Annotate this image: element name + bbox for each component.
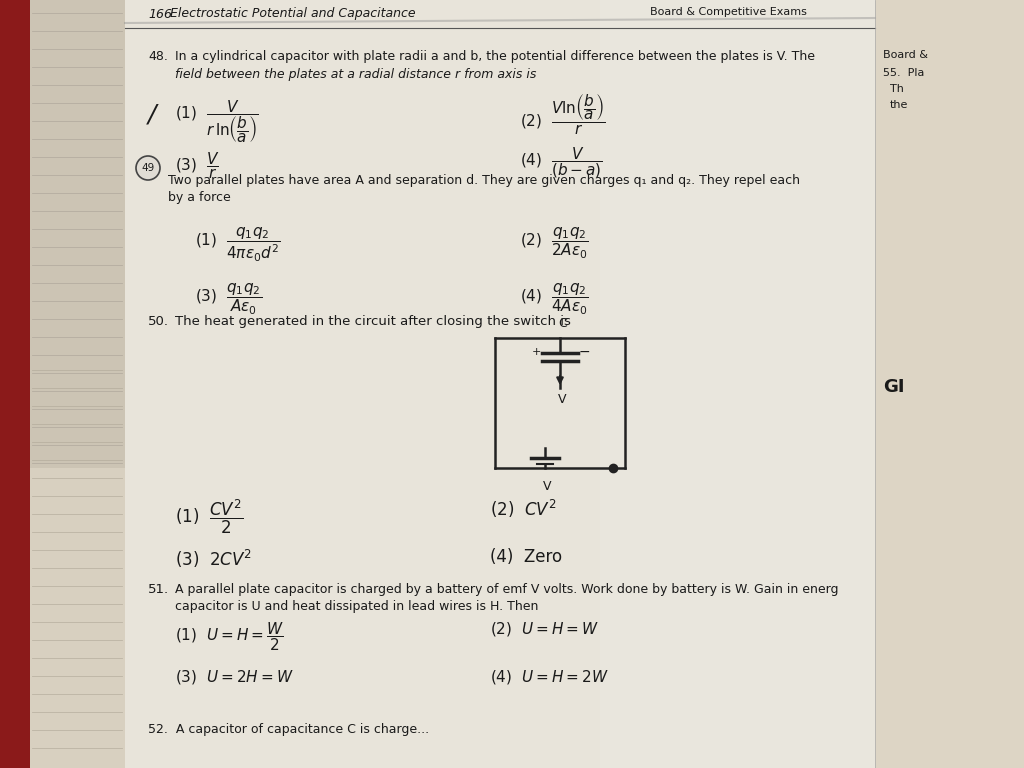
Text: The heat generated in the circuit after closing the switch is: The heat generated in the circuit after …	[175, 315, 570, 328]
Text: 48.: 48.	[148, 50, 168, 63]
Text: the: the	[890, 100, 908, 110]
Text: (1)  $\dfrac{q_1q_2}{4\pi\varepsilon_0 d^2}$: (1) $\dfrac{q_1q_2}{4\pi\varepsilon_0 d^…	[195, 226, 281, 264]
Text: by a force: by a force	[168, 191, 230, 204]
Text: (2)  $U = H = W$: (2) $U = H = W$	[490, 620, 599, 638]
FancyBboxPatch shape	[30, 0, 125, 468]
FancyBboxPatch shape	[0, 398, 130, 768]
Text: (3)  $\dfrac{V}{r}$: (3) $\dfrac{V}{r}$	[175, 150, 219, 180]
Text: field between the plates at a radial distance r from axis is: field between the plates at a radial dis…	[175, 68, 537, 81]
Text: capacitor is U and heat dissipated in lead wires is H. Then: capacitor is U and heat dissipated in le…	[175, 600, 539, 613]
Text: (4)  $U = H = 2W$: (4) $U = H = 2W$	[490, 668, 608, 686]
Text: Th: Th	[890, 84, 904, 94]
Text: 55.  Pla: 55. Pla	[883, 68, 925, 78]
Text: (2)  $\dfrac{V\ln\!\left(\dfrac{b}{a}\right)}{r}$: (2) $\dfrac{V\ln\!\left(\dfrac{b}{a}\rig…	[520, 92, 605, 137]
FancyBboxPatch shape	[874, 0, 1024, 768]
Text: (3)  $U = 2H = W$: (3) $U = 2H = W$	[175, 668, 294, 686]
Text: (4)  $\dfrac{q_1q_2}{4A\varepsilon_0}$: (4) $\dfrac{q_1q_2}{4A\varepsilon_0}$	[520, 282, 589, 317]
Text: (1)  $\dfrac{V}{r\,\ln\!\left(\dfrac{b}{a}\right)}$: (1) $\dfrac{V}{r\,\ln\!\left(\dfrac{b}{a…	[175, 98, 259, 145]
Text: V: V	[543, 480, 551, 493]
Text: (1)  $U = H = \dfrac{W}{2}$: (1) $U = H = \dfrac{W}{2}$	[175, 620, 284, 653]
Text: In a cylindrical capacitor with plate radii a and b, the potential difference be: In a cylindrical capacitor with plate ra…	[175, 50, 815, 63]
FancyBboxPatch shape	[30, 0, 125, 768]
Text: (2)  $CV^2$: (2) $CV^2$	[490, 498, 557, 520]
Text: (1)  $\dfrac{CV^2}{2}$: (1) $\dfrac{CV^2}{2}$	[175, 498, 244, 536]
Text: V: V	[558, 393, 566, 406]
Text: C: C	[559, 317, 567, 330]
Text: Board & Competitive Exams: Board & Competitive Exams	[650, 7, 807, 17]
Text: 49: 49	[141, 163, 155, 173]
Text: GI: GI	[883, 378, 904, 396]
Text: Electrostatic Potential and Capacitance: Electrostatic Potential and Capacitance	[170, 8, 416, 21]
Text: 166: 166	[148, 8, 172, 21]
Text: Two parallel plates have area A and separation d. They are given charges q₁ and : Two parallel plates have area A and sepa…	[168, 174, 800, 187]
Text: Board &: Board &	[883, 50, 928, 60]
Text: 52.  A capacitor of capacitance C is charge...: 52. A capacitor of capacitance C is char…	[148, 723, 429, 736]
Text: (3)  $\dfrac{q_1q_2}{A\varepsilon_0}$: (3) $\dfrac{q_1q_2}{A\varepsilon_0}$	[195, 282, 262, 317]
Circle shape	[136, 156, 160, 180]
Text: −: −	[579, 345, 590, 359]
Text: 51.: 51.	[148, 583, 169, 596]
Text: (2)  $\dfrac{q_1q_2}{2A\varepsilon_0}$: (2) $\dfrac{q_1q_2}{2A\varepsilon_0}$	[520, 226, 589, 261]
Text: (4)  $\dfrac{V}{(b-a)}$: (4) $\dfrac{V}{(b-a)}$	[520, 145, 603, 180]
FancyBboxPatch shape	[0, 0, 30, 768]
FancyBboxPatch shape	[125, 0, 874, 768]
Text: (4)  Zero: (4) Zero	[490, 548, 562, 566]
Text: 50.: 50.	[148, 315, 169, 328]
FancyBboxPatch shape	[600, 0, 874, 768]
Text: A parallel plate capacitor is charged by a battery of emf V volts. Work done by : A parallel plate capacitor is charged by…	[175, 583, 839, 596]
Text: /: /	[148, 102, 157, 126]
Text: +: +	[531, 347, 541, 357]
Text: (3)  $2CV^2$: (3) $2CV^2$	[175, 548, 252, 570]
